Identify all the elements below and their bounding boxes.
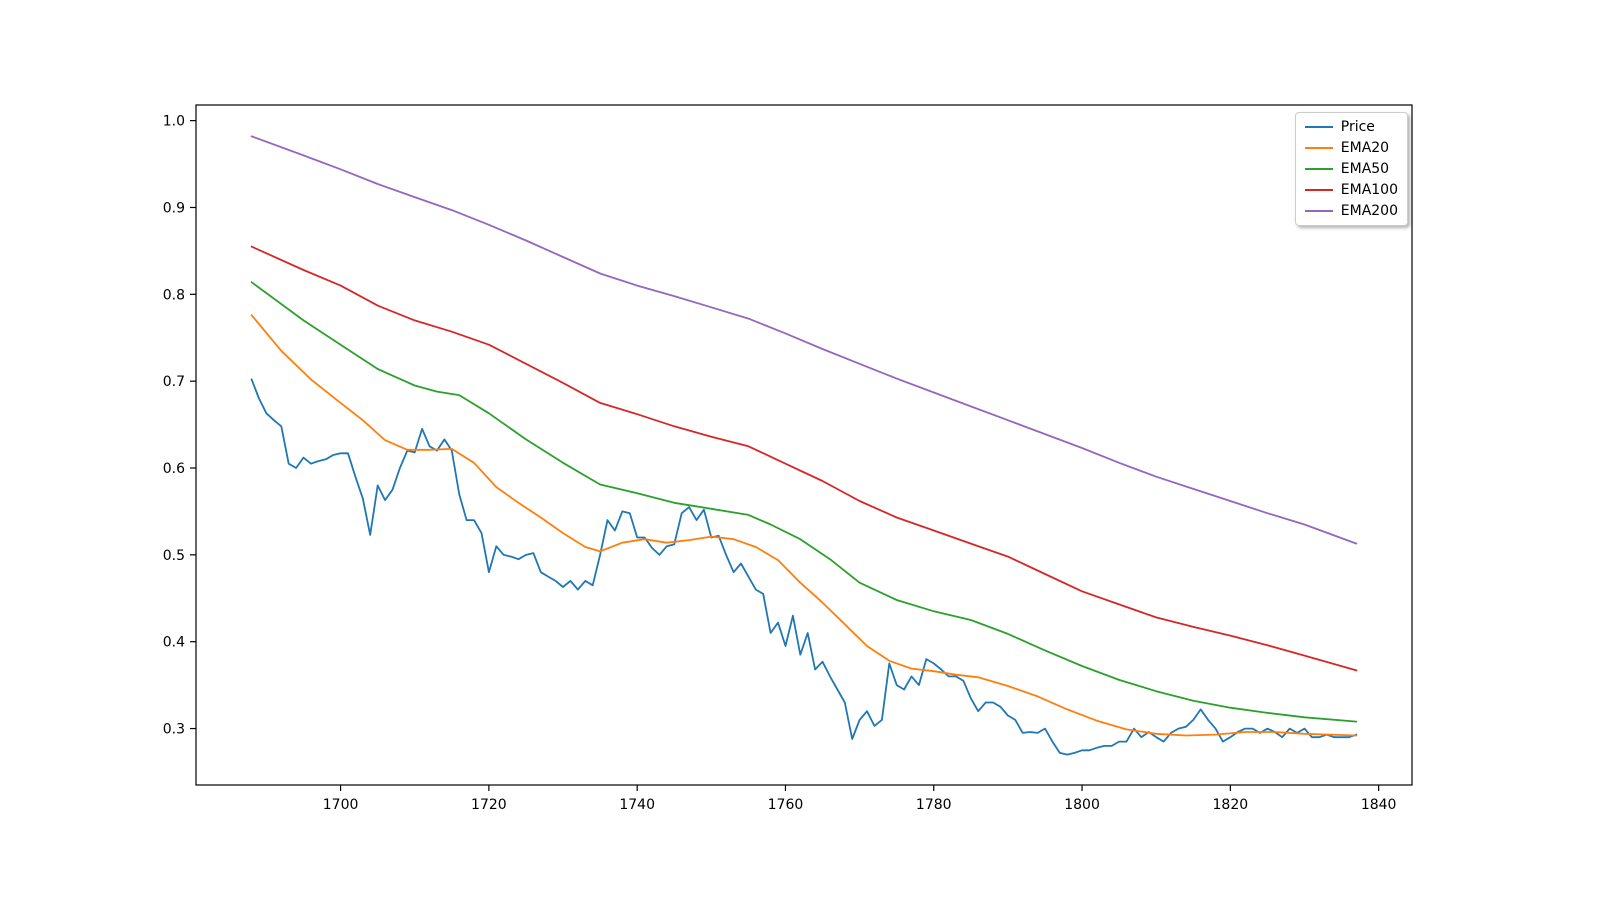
legend-line-sample-price [1304,126,1333,128]
y-tick-label: 0.5 [163,548,185,564]
x-tick-label: 1720 [471,797,507,813]
y-tick-label: 0.7 [163,374,185,390]
legend-item-ema20: EMA20 [1304,139,1398,157]
legend-line-sample-ema20 [1304,147,1333,149]
legend-line-sample-ema200 [1304,210,1333,212]
series-line-ema20 [250,314,1358,737]
legend-item-ema200: EMA200 [1304,202,1398,220]
legend: Price EMA20 EMA50 EMA100 EMA200 [1294,112,1408,226]
y-tick-label: 0.8 [163,287,185,303]
x-tick-label: 1700 [323,797,359,813]
series-line-ema200 [250,135,1358,545]
y-tick-label: 0.3 [163,722,185,738]
series-line-ema100 [250,245,1358,672]
y-tick-label: 1.0 [163,114,185,130]
y-axis: 0.3 0.4 0.5 0.6 0.7 0.8 0.9 1.0 [163,114,196,738]
series-line-price [250,378,1358,756]
x-tick-label: 1840 [1361,797,1397,813]
legend-label-price: Price [1340,119,1375,135]
legend-item-ema50: EMA50 [1304,160,1398,178]
x-tick-label: 1820 [1213,797,1249,813]
x-tick-label: 1780 [916,797,952,813]
y-tick-label: 0.4 [163,635,185,651]
x-axis: 1700 1720 1740 1760 1780 1800 1820 1840 [323,785,1397,813]
legend-label-ema100: EMA100 [1340,182,1398,198]
series-line-ema50 [250,281,1358,723]
legend-label-ema50: EMA50 [1340,161,1390,177]
x-tick-label: 1740 [619,797,655,813]
legend-line-sample-ema50 [1304,168,1333,170]
x-tick-label: 1800 [1064,797,1100,813]
x-tick-label: 1760 [768,797,804,813]
y-tick-label: 0.6 [163,461,185,477]
legend-label-ema20: EMA20 [1340,140,1390,156]
legend-item-price: Price [1304,118,1398,136]
y-tick-label: 0.9 [163,200,185,216]
legend-item-ema100: EMA100 [1304,181,1398,199]
legend-label-ema200: EMA200 [1340,203,1398,219]
legend-line-sample-ema100 [1304,189,1333,191]
axes-frame [195,104,1413,786]
